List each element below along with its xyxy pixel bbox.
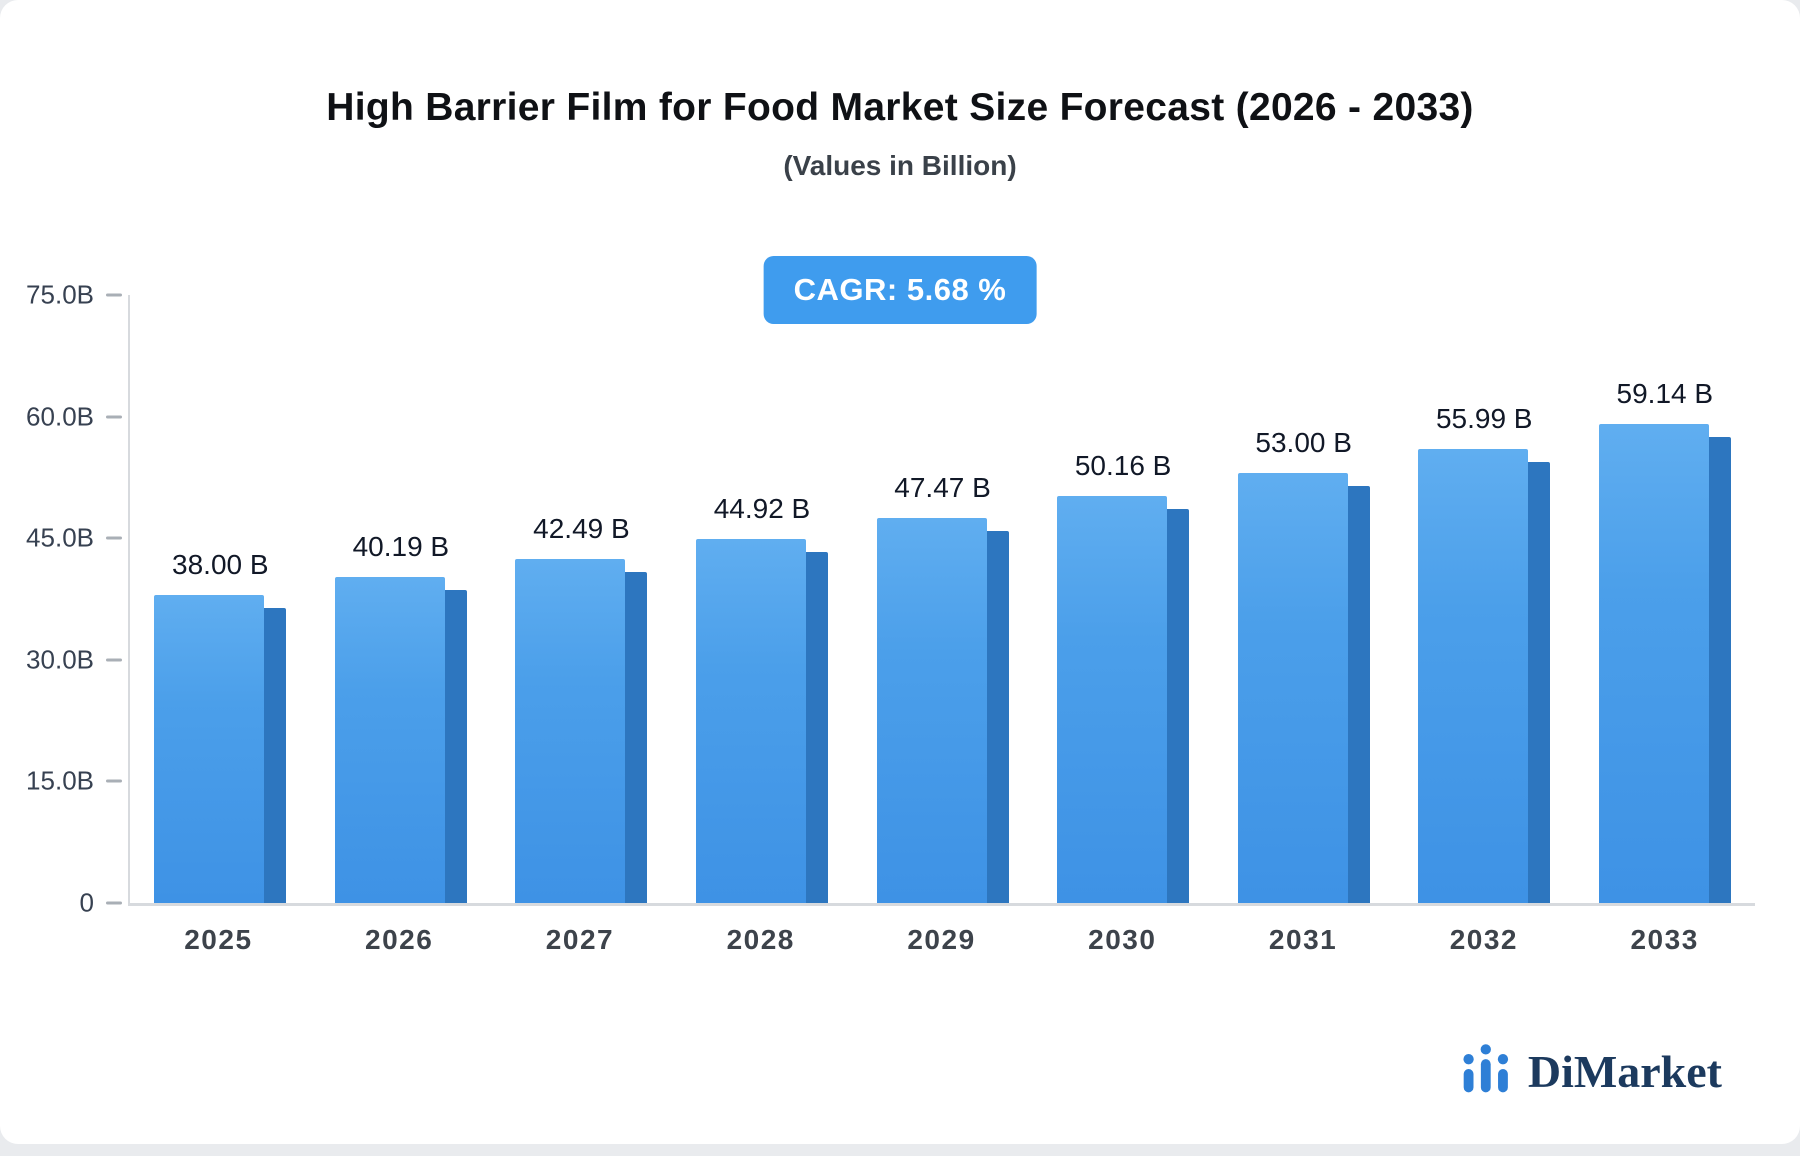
y-axis-tick: 60.0B bbox=[16, 401, 122, 432]
bar-column: 38.00 B bbox=[130, 295, 311, 903]
y-axis-tick-mark bbox=[106, 536, 122, 540]
bar: 42.49 B bbox=[515, 513, 648, 903]
bar-front-face bbox=[1598, 423, 1709, 903]
bar-side-face bbox=[1526, 462, 1551, 903]
chart-subtitle: (Values in Billion) bbox=[783, 150, 1017, 181]
bar: 44.92 B bbox=[695, 493, 828, 903]
bar-side-face bbox=[1345, 486, 1370, 903]
bar-front-face bbox=[1237, 473, 1348, 903]
bar: 50.16 B bbox=[1057, 450, 1190, 903]
bar-value-label: 59.14 B bbox=[1616, 377, 1714, 409]
bar: 59.14 B bbox=[1598, 378, 1731, 903]
bar-side-face bbox=[442, 590, 467, 903]
x-axis-label: 2027 bbox=[545, 924, 615, 955]
bar-column: 42.49 B bbox=[491, 295, 672, 903]
bar-value-label: 42.49 B bbox=[533, 512, 630, 544]
x-axis-label: 2031 bbox=[1268, 924, 1338, 955]
bar-front-face bbox=[154, 594, 265, 903]
brand-name: DiMarket bbox=[1527, 1046, 1722, 1097]
bar-front-face bbox=[334, 577, 445, 903]
y-axis-tick-mark bbox=[106, 293, 122, 297]
bar-side-face bbox=[623, 571, 648, 903]
y-axis-tick: 75.0B bbox=[16, 280, 122, 311]
x-axis-label: 2030 bbox=[1088, 924, 1157, 955]
bar-value-label: 44.92 B bbox=[713, 492, 811, 524]
bar-column: 40.19 B bbox=[311, 295, 492, 903]
x-axis-label: 2029 bbox=[907, 924, 976, 955]
bar-value-label: 50.16 B bbox=[1074, 450, 1172, 482]
bar-column: 44.92 B bbox=[672, 295, 853, 903]
bar-front-face bbox=[1057, 496, 1168, 903]
bar-side-face bbox=[803, 551, 828, 903]
y-axis-tick: 45.0B bbox=[16, 523, 122, 554]
bar-column: 50.16 B bbox=[1033, 295, 1214, 903]
bar-side-face bbox=[1165, 509, 1190, 903]
y-axis-tick-label: 75.0B bbox=[26, 279, 94, 310]
x-axis-label: 2026 bbox=[365, 924, 434, 955]
plot-area: 0 15.0B 30.0B 45.0B 60.0B 75.0B 38.00 B 40.19 B… bbox=[26, 280, 1756, 918]
bar-column: 55.99 B bbox=[1394, 295, 1575, 903]
bar-value-label: 47.47 B bbox=[894, 472, 991, 504]
bar-front-face bbox=[695, 538, 806, 903]
bar-column: 47.47 B bbox=[852, 295, 1033, 903]
y-axis-tick-mark bbox=[106, 415, 122, 419]
bar-value-label: 55.99 B bbox=[1435, 403, 1533, 435]
bar: 38.00 B bbox=[154, 549, 287, 903]
y-axis-tick-label: 0 bbox=[79, 887, 94, 918]
y-axis-tick: 15.0B bbox=[16, 766, 122, 797]
bar-side-face bbox=[1706, 436, 1731, 903]
y-axis-tick: 0 bbox=[16, 888, 122, 919]
bar: 40.19 B bbox=[334, 531, 467, 903]
y-axis-tick-mark bbox=[106, 658, 122, 662]
y-axis-tick-label: 30.0B bbox=[26, 644, 94, 675]
brand-logo: DiMarket bbox=[1460, 1043, 1722, 1100]
bar-value-label: 38.00 B bbox=[172, 548, 269, 580]
bar-chart: 0 15.0B 30.0B 45.0B 60.0B 75.0B 38.00 B 40.19 B… bbox=[26, 280, 1756, 956]
y-axis-tick-label: 60.0B bbox=[26, 401, 94, 432]
bar-column: 53.00 B bbox=[1213, 295, 1394, 903]
chart-title: High Barrier Film for Food Market Size F… bbox=[326, 86, 1474, 129]
y-axis-tick: 30.0B bbox=[16, 644, 122, 675]
bar-front-face bbox=[515, 558, 626, 903]
bar-side-face bbox=[262, 607, 287, 903]
x-axis-label: 2025 bbox=[184, 924, 253, 955]
bar-column: 59.14 B bbox=[1575, 295, 1756, 903]
bar-value-label: 40.19 B bbox=[352, 531, 450, 563]
y-axis-tick-mark bbox=[106, 779, 122, 783]
y-axis-tick-label: 15.0B bbox=[26, 765, 94, 796]
bar-front-face bbox=[1418, 449, 1529, 903]
bar: 55.99 B bbox=[1418, 403, 1551, 903]
x-axis-labels: 2025 2026 2027 2028 2029 2030 2031 2032 2033 bbox=[128, 924, 1755, 956]
bar-side-face bbox=[984, 531, 1009, 903]
y-axis-tick-mark bbox=[106, 901, 122, 905]
x-axis-label: 2028 bbox=[726, 924, 795, 955]
x-axis-label: 2032 bbox=[1449, 924, 1518, 955]
y-axis-tick-label: 45.0B bbox=[26, 522, 94, 553]
cagr-badge: CAGR: 5.68 % bbox=[763, 256, 1037, 324]
bar-value-label: 53.00 B bbox=[1255, 427, 1352, 459]
bar: 53.00 B bbox=[1237, 427, 1370, 903]
dimarket-logo-icon bbox=[1460, 1043, 1514, 1100]
x-axis-label: 2033 bbox=[1630, 924, 1699, 955]
bar-front-face bbox=[876, 518, 987, 903]
bar: 47.47 B bbox=[876, 472, 1009, 903]
